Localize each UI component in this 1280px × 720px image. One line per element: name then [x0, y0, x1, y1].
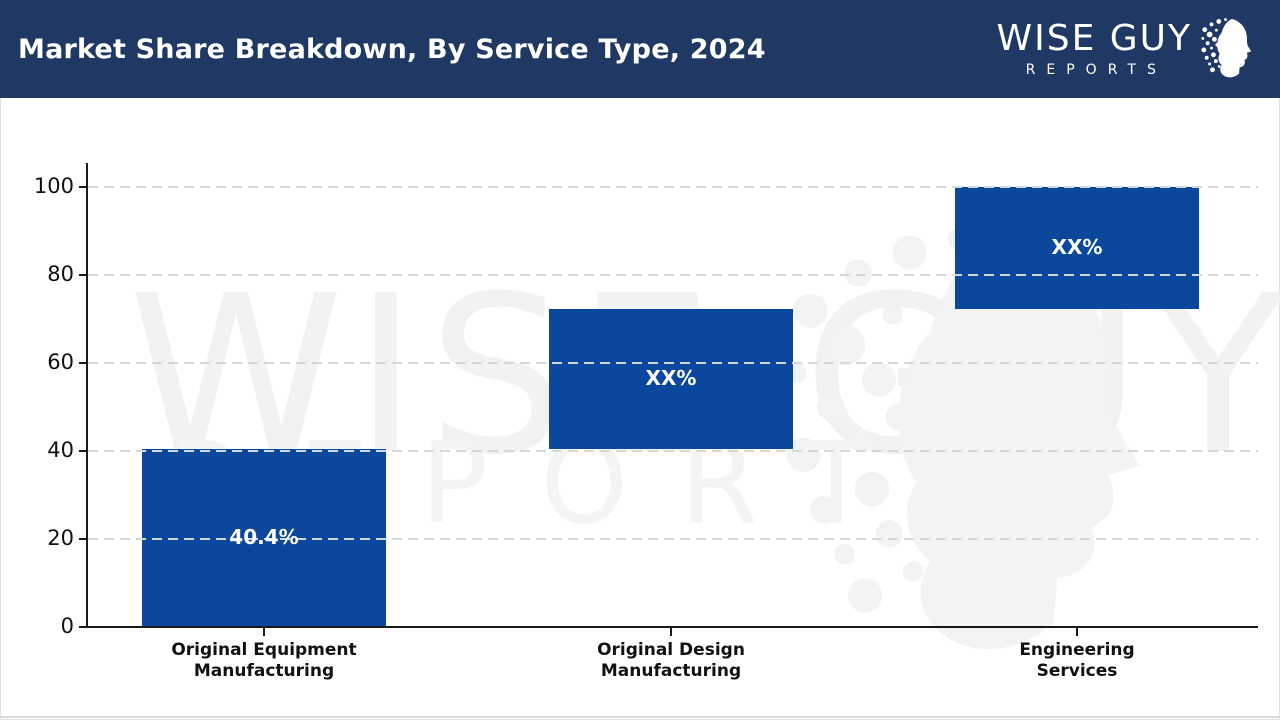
x-axis-tick: [263, 628, 265, 636]
header-bar: Market Share Breakdown, By Service Type,…: [0, 0, 1280, 98]
bottom-divider: [0, 716, 1280, 718]
x-axis-category-label: Original Design Manufacturing: [541, 640, 801, 682]
gridline: [88, 274, 1258, 276]
y-axis-tick: [79, 538, 87, 540]
y-axis-line: [86, 163, 88, 628]
y-axis-tick-label: 20: [47, 526, 74, 550]
x-axis-label-line: Engineering: [1019, 640, 1135, 660]
y-axis-tick-label: 80: [47, 262, 74, 286]
chart-title: Market Share Breakdown, By Service Type,…: [18, 33, 766, 65]
brand-subtitle: REPORTS: [1025, 62, 1167, 78]
chart-bar: [955, 187, 1199, 309]
x-axis-category-label: Engineering Services: [947, 640, 1207, 682]
gridline: [88, 450, 1258, 452]
x-axis-tick: [1076, 628, 1078, 636]
x-axis-category-label: Original Equipment Manufacturing: [134, 640, 394, 682]
brand-logo-text: WISE GUY REPORTS: [996, 18, 1193, 78]
gridline: [88, 362, 1258, 364]
y-axis-tick: [79, 274, 87, 276]
gridline: [88, 538, 1258, 540]
y-axis-tick-label: 0: [60, 614, 74, 638]
x-axis-label-line: Original Design: [597, 640, 745, 660]
chart-bar: [549, 308, 793, 450]
y-axis-tick: [79, 450, 87, 452]
y-axis-tick-label: 60: [47, 350, 74, 374]
x-axis-label-line: Manufacturing: [193, 661, 335, 681]
x-axis-line: [86, 626, 1258, 628]
bar-value-label: XX%: [645, 366, 697, 391]
bar-value-label: 40.4%: [229, 525, 299, 550]
brand-name: WISE GUY: [996, 18, 1192, 59]
gridline: [88, 186, 1258, 188]
x-axis-label-line: Original Equipment: [171, 640, 357, 660]
x-axis-tick: [670, 628, 672, 636]
brand-logo: WISE GUY REPORTS: [997, 12, 1257, 86]
x-axis-label-line: Services: [1036, 661, 1118, 681]
x-axis-label-line: Manufacturing: [600, 661, 742, 681]
y-axis-tick-label: 100: [33, 174, 74, 198]
y-axis-tick: [79, 186, 87, 188]
y-axis-tick: [79, 626, 87, 628]
bar-value-label: XX%: [1051, 234, 1103, 259]
wiseguy-face-icon: [1198, 12, 1256, 86]
y-axis-tick-label: 40: [47, 438, 74, 462]
y-axis-tick: [79, 362, 87, 364]
